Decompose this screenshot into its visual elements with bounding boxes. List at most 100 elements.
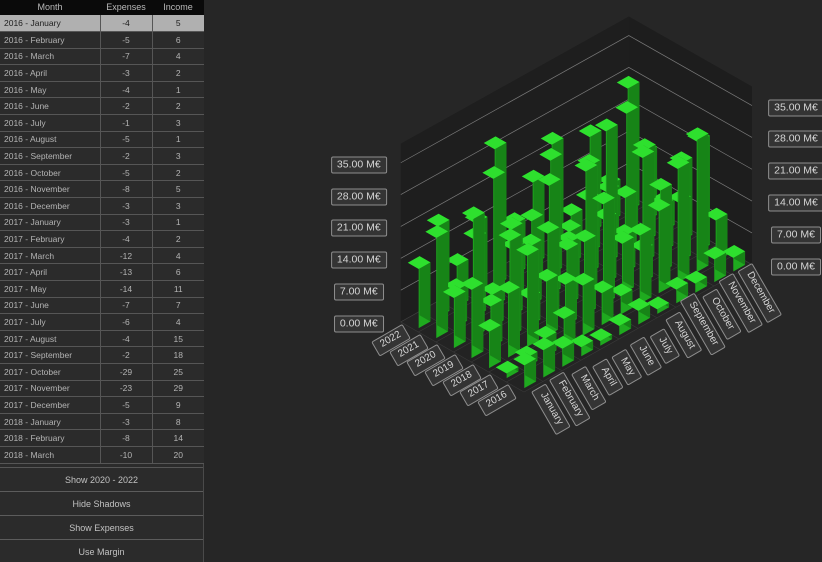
- table-row[interactable]: 2017 - January -3 1: [0, 214, 204, 232]
- table-row[interactable]: 2016 - December -3 3: [0, 197, 204, 215]
- cell-month: 2016 - August: [0, 131, 101, 149]
- bar-3d[interactable]: [460, 277, 484, 359]
- table-row[interactable]: 2017 - October -29 25: [0, 363, 204, 381]
- table-row[interactable]: 2016 - February -5 6: [0, 31, 204, 49]
- bar-3d[interactable]: [532, 337, 556, 378]
- table-row[interactable]: 2017 - August -4 15: [0, 330, 204, 348]
- table-row[interactable]: 2017 - March -12 4: [0, 247, 204, 265]
- button-show-2020-2022[interactable]: Show 2020 - 2022: [0, 467, 203, 492]
- bar-3d[interactable]: [592, 191, 615, 305]
- bar-3d[interactable]: [516, 243, 539, 347]
- bar-3d[interactable]: [478, 318, 501, 369]
- button-hide-shadows[interactable]: Hide Shadows: [0, 491, 203, 517]
- cell-month: 2016 - March: [0, 48, 101, 66]
- cell-month: 2018 - March: [0, 446, 101, 464]
- bar-3d[interactable]: [665, 276, 689, 304]
- cell-expenses: -6: [100, 313, 153, 331]
- cell-expenses: -13: [100, 263, 153, 281]
- cell-month: 2016 - January: [0, 15, 101, 33]
- table-row[interactable]: 2017 - July -6 4: [0, 313, 204, 331]
- cell-month: 2017 - January: [0, 214, 101, 232]
- table-row[interactable]: 2016 - September -2 3: [0, 147, 204, 165]
- cell-month: 2017 - November: [0, 380, 101, 398]
- cell-month: 2016 - February: [0, 31, 101, 49]
- cell-month: 2017 - February: [0, 230, 101, 248]
- bar-3d[interactable]: [589, 328, 613, 346]
- bar-3d[interactable]: [684, 270, 708, 293]
- table-row[interactable]: 2017 - September -2 18: [0, 346, 204, 364]
- table-row[interactable]: 2017 - April -13 6: [0, 263, 204, 281]
- cell-income: 8: [152, 413, 204, 431]
- bar-3d[interactable]: [497, 281, 520, 358]
- cell-expenses: -4: [100, 230, 153, 248]
- table-row[interactable]: 2016 - October -5 2: [0, 164, 204, 182]
- table-row[interactable]: 2017 - December -5 9: [0, 396, 204, 414]
- button-use-margin[interactable]: Use Margin: [0, 540, 203, 562]
- cell-month: 2017 - July: [0, 313, 101, 331]
- table-body: 2016 - January -4 5 2016 - February -5 6 2016 …: [0, 15, 204, 464]
- column-header-month[interactable]: Month: [0, 0, 100, 15]
- table-row[interactable]: 2017 - May -14 11: [0, 280, 204, 298]
- cell-income: 6: [152, 31, 204, 49]
- table-row[interactable]: 2018 - March -10 20: [0, 446, 204, 464]
- bar-3d[interactable]: [685, 127, 709, 273]
- table-row[interactable]: 2016 - August -5 1: [0, 131, 204, 149]
- bar-3d[interactable]: [608, 313, 632, 336]
- bar-3d[interactable]: [666, 156, 690, 283]
- cell-income: 1: [152, 131, 204, 149]
- cell-income: 3: [152, 147, 204, 165]
- bar-3d[interactable]: [551, 335, 575, 367]
- cell-expenses: -2: [100, 97, 153, 116]
- cell-expenses: -3: [100, 214, 153, 232]
- bar-3d[interactable]: [647, 198, 671, 294]
- button-show-expenses[interactable]: Show Expenses: [0, 516, 203, 541]
- table-row[interactable]: 2016 - July -1 3: [0, 114, 204, 132]
- bar-3d[interactable]: [571, 272, 595, 336]
- bar-3d[interactable]: [703, 246, 727, 283]
- bar-3d[interactable]: [425, 225, 449, 339]
- table-row[interactable]: 2016 - June -2 2: [0, 97, 204, 116]
- cell-income: 2: [152, 230, 204, 248]
- table-row[interactable]: 2017 - February -4 2: [0, 230, 204, 248]
- bar-3d[interactable]: [535, 268, 558, 337]
- bar-chart-3d[interactable]: 35.00 M€ 28.00 M€ 21.00 M€ 14.00 M€ 7.00 M€ 0…: [204, 0, 822, 562]
- table-row[interactable]: 2016 - January -4 5: [0, 15, 204, 33]
- table-row[interactable]: 2018 - February -8 14: [0, 429, 204, 447]
- table-row[interactable]: 2016 - March -7 4: [0, 48, 204, 66]
- cell-income: 4: [152, 313, 204, 331]
- table-row[interactable]: 2016 - May -4 1: [0, 81, 204, 99]
- table-row[interactable]: 2017 - November -23 29: [0, 380, 204, 398]
- cell-income: 1: [152, 81, 204, 99]
- z-axis-tick-left-1: 28.00 M€: [330, 188, 387, 206]
- table-row[interactable]: 2016 - April -3 2: [0, 64, 204, 82]
- bar-3d[interactable]: [609, 283, 633, 315]
- table-row[interactable]: 2018 - January -3 8: [0, 413, 204, 431]
- column-header-expenses[interactable]: Expenses: [100, 0, 152, 15]
- bar-3d[interactable]: [590, 280, 614, 326]
- cell-income: 5: [152, 15, 204, 33]
- cell-expenses: -7: [100, 297, 153, 315]
- cell-expenses: -29: [100, 363, 153, 381]
- column-header-income[interactable]: Income: [152, 0, 204, 15]
- bar-3d[interactable]: [570, 334, 594, 357]
- bar-3d[interactable]: [407, 256, 431, 329]
- bar-3d[interactable]: [442, 285, 466, 349]
- table-row[interactable]: 2017 - June -7 7: [0, 297, 204, 315]
- cell-income: 11: [152, 280, 204, 298]
- bar-3d[interactable]: [628, 222, 652, 304]
- cell-income: 3: [152, 114, 204, 132]
- cell-expenses: -12: [100, 247, 153, 265]
- bar-3d[interactable]: [513, 352, 537, 389]
- bar-3d[interactable]: [627, 298, 651, 325]
- bar-3d[interactable]: [495, 360, 519, 379]
- table-row[interactable]: 2016 - November -8 5: [0, 180, 204, 199]
- cell-month: 2017 - August: [0, 330, 101, 348]
- bar-3d[interactable]: [646, 296, 670, 314]
- cell-month: 2017 - September: [0, 346, 101, 364]
- bar-3d[interactable]: [482, 166, 506, 307]
- cell-income: 5: [152, 180, 204, 199]
- bar-3d[interactable]: [552, 306, 576, 347]
- bar-3d[interactable]: [611, 231, 634, 294]
- cell-expenses: -4: [100, 81, 153, 99]
- bar-3d[interactable]: [722, 245, 746, 272]
